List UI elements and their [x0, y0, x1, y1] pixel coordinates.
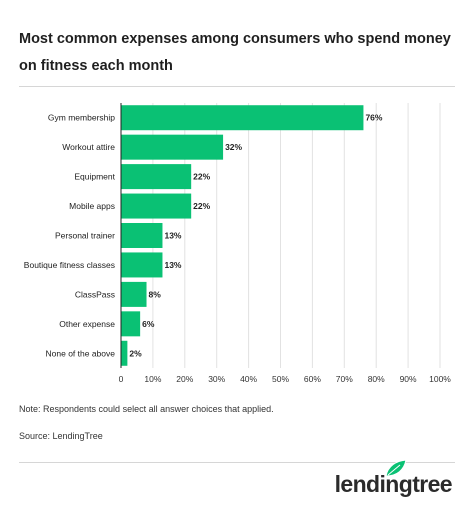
- chart-source: Source: LendingTree: [19, 431, 103, 441]
- data-label: 32%: [225, 142, 242, 152]
- data-label: 8%: [149, 289, 162, 299]
- data-label: 22%: [193, 172, 210, 182]
- x-tick-label: 70%: [336, 374, 353, 384]
- category-label: ClassPass: [75, 289, 115, 299]
- footer-divider: [19, 462, 455, 463]
- data-label: 13%: [164, 231, 181, 241]
- bar: [121, 311, 141, 337]
- category-label: Personal trainer: [55, 231, 115, 241]
- category-label: Gym membership: [48, 113, 115, 123]
- x-tick-label: 10%: [144, 374, 161, 384]
- bar-chart: 0 10% 20% 30% 40% 50% 60% 70% 80% 90% 100% Gym memb…: [24, 103, 451, 384]
- category-label: Other expense: [59, 319, 115, 329]
- chart-note: Note: Respondents could select all answe…: [19, 404, 274, 414]
- bar: [121, 164, 192, 190]
- leaf-icon: [385, 459, 407, 477]
- bar: [121, 340, 128, 366]
- x-tick-label: 0: [119, 374, 124, 384]
- x-tick-label: 50%: [272, 374, 289, 384]
- x-tick-label: 20%: [176, 374, 193, 384]
- bar: [121, 252, 163, 278]
- data-label: 22%: [193, 201, 210, 211]
- bar: [121, 193, 192, 219]
- lendingtree-logo: lendingtree: [334, 459, 453, 497]
- bar: [121, 223, 163, 248]
- x-tick-label: 40%: [240, 374, 257, 384]
- category-label: Workout attire: [62, 142, 115, 152]
- data-label: 76%: [365, 113, 382, 123]
- data-label: 13%: [164, 260, 181, 270]
- leaf-shape: [385, 459, 407, 477]
- x-tick-label: 90%: [400, 374, 417, 384]
- x-tick-label: 100%: [429, 374, 451, 384]
- x-tick-label: 80%: [368, 374, 385, 384]
- x-tick-label: 30%: [208, 374, 225, 384]
- category-label: None of the above: [46, 348, 116, 358]
- category-label: Mobile apps: [69, 201, 115, 211]
- category-label: Boutique fitness classes: [24, 260, 115, 270]
- x-tick-label: 60%: [304, 374, 321, 384]
- title-divider: [19, 86, 455, 87]
- bar: [121, 134, 224, 160]
- chart-title: Most common expenses among consumers who…: [19, 31, 451, 74]
- logo-wordmark: lendingtree: [334, 471, 453, 497]
- bar: [121, 105, 364, 131]
- category-label: Equipment: [74, 172, 115, 182]
- data-label: 2%: [129, 348, 142, 358]
- data-label: 6%: [142, 319, 155, 329]
- bar: [121, 281, 147, 307]
